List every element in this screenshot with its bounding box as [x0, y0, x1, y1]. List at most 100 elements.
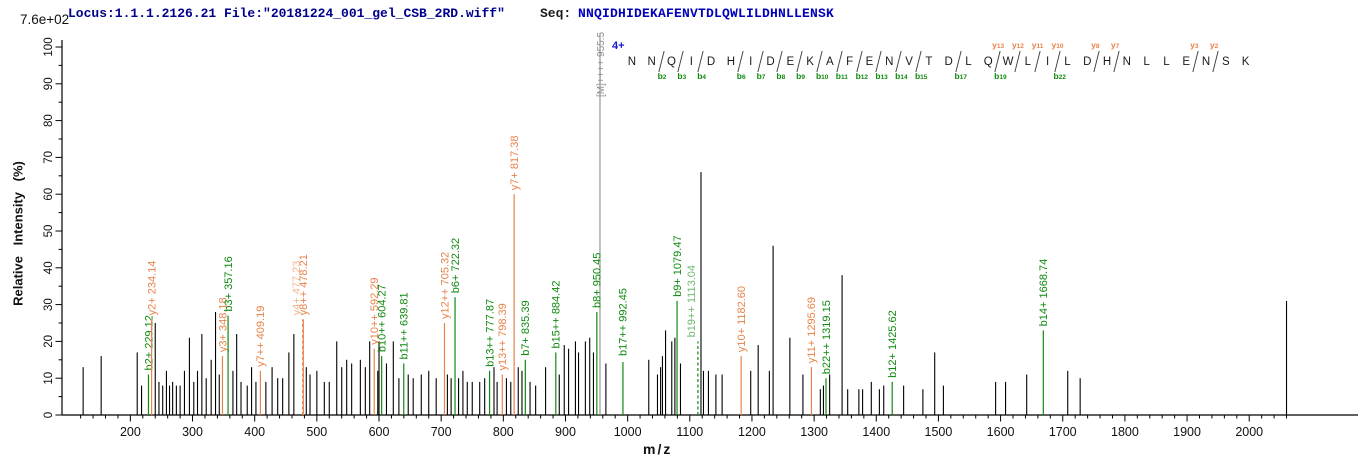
- residue-letter: D: [766, 56, 775, 68]
- x-tick-label: 500: [306, 425, 327, 439]
- x-axis-title: m/z: [643, 441, 673, 457]
- y-ion-label: y3: [1190, 40, 1199, 50]
- x-tick-label: 1800: [1111, 425, 1139, 439]
- x-tick-label: 400: [244, 425, 265, 439]
- b-ion-label: b9: [796, 71, 805, 81]
- y-tick-label: 60: [43, 188, 55, 201]
- y-ion-label: y10: [1051, 40, 1064, 50]
- fragment-peak-label: b6+ 722.32: [450, 238, 462, 293]
- residue-cell: y12 L: [1012, 40, 1038, 72]
- residue-letter: N: [627, 56, 637, 68]
- residue-letter: L: [965, 56, 972, 68]
- fragment-peak-label: b9+ 1079.47: [672, 235, 684, 296]
- fragment-peak-label: y7++ 409.19: [255, 306, 267, 367]
- residue-letter: D: [706, 56, 716, 68]
- residue-letter: K: [806, 56, 814, 68]
- x-tick-label: 300: [182, 425, 203, 439]
- x-tick-label: 1400: [862, 425, 890, 439]
- residue-letter: E: [1182, 56, 1191, 68]
- x-tick-label: 200: [120, 425, 141, 439]
- x-tick-label: 600: [369, 425, 390, 439]
- x-tick-label: 900: [555, 425, 576, 439]
- b-ion-label: b4: [697, 71, 707, 81]
- residue-letter: E: [786, 56, 795, 68]
- b-ion-label: b15: [914, 71, 928, 81]
- residue-letter: N: [1122, 56, 1131, 68]
- b-ion-label: b19: [994, 71, 1007, 81]
- residue-letter: N: [1201, 56, 1211, 68]
- fragment-peak-label: b13++ 777.87: [484, 299, 496, 367]
- locus-file-text: Locus:1.1.1.2126.21 File:"20181224_001_g…: [68, 6, 505, 21]
- residue-cell: K: [1236, 42, 1256, 71]
- y-ion-label: y7: [1110, 40, 1120, 50]
- residue-letter: V: [905, 56, 913, 68]
- fragment-peak-label: y10++ 592.29: [369, 277, 381, 344]
- b-ion-label: b14: [895, 71, 908, 81]
- y-tick-label: 40: [43, 261, 55, 274]
- residue-letter: H: [1102, 56, 1112, 68]
- y-tick-label: 50: [43, 225, 55, 238]
- residue-letter: S: [1221, 56, 1230, 68]
- x-tick-label: 2000: [1235, 425, 1263, 439]
- residue-letter: Q: [983, 56, 993, 68]
- x-tick-label: 1600: [987, 425, 1015, 439]
- residue-cell: y3 N: [1190, 40, 1216, 72]
- x-tick-label: 1700: [1049, 425, 1077, 439]
- x-tick-label: 800: [493, 425, 514, 439]
- residue-letter: K: [1241, 56, 1250, 68]
- y-ion-label: y12: [1011, 40, 1024, 50]
- fragment-peak-label: b10++ 604.27: [376, 284, 388, 352]
- residue-cell: D: [1077, 42, 1097, 71]
- b-ion-label: b17: [954, 71, 967, 81]
- residue-cell: y2 S: [1210, 40, 1236, 72]
- fragment-peak-label: y10+ 1182.60: [736, 286, 748, 352]
- residue-letter: E: [865, 56, 874, 68]
- residue-cell: y7 N: [1111, 40, 1137, 72]
- precursor-charge-label: 4+: [612, 40, 625, 52]
- b-ion-label: b3: [677, 71, 687, 81]
- x-tick-label: 1900: [1173, 425, 1201, 439]
- residue-letter: N: [647, 56, 656, 68]
- fragment-peak-label: b19++ 1113.04: [686, 265, 698, 337]
- b-ion-label: b11: [835, 71, 848, 81]
- residue-letter: A: [826, 56, 834, 68]
- fragment-peak-label: y2+ 234.14: [146, 261, 158, 316]
- residue-letter: I: [689, 56, 693, 68]
- residue-letter: D: [944, 56, 953, 68]
- y-tick-label: 30: [43, 298, 55, 311]
- residue-cell: N: [622, 42, 642, 71]
- fragment-peak-label: b17++ 992.45: [618, 288, 630, 356]
- fragment-peak-label: y12++ 705.32: [439, 252, 451, 319]
- fragment-peak-label: y13++ 798.39: [497, 303, 509, 370]
- fragment-peak-label: y4+ 477.23: [291, 261, 303, 316]
- residue-letter: L: [1064, 56, 1071, 68]
- fragment-peak-label: b3+ 357.16: [223, 256, 235, 311]
- y-ion-label: y2: [1209, 40, 1219, 50]
- max-intensity-label: 7.6e+02: [20, 12, 70, 27]
- fragment-peak-label: b14+ 1668.74: [1038, 259, 1050, 327]
- y-tick-label: 70: [43, 151, 55, 164]
- x-tick-label: 1300: [800, 425, 828, 439]
- x-tick-label: 1200: [738, 425, 766, 439]
- residue-cell: y8 H: [1091, 40, 1117, 72]
- y-ion-label: y8: [1091, 40, 1100, 50]
- b-ion-label: b6: [736, 71, 746, 81]
- fragment-peak-label: y3+ 348.18: [217, 297, 229, 352]
- residue-letter: D: [1083, 56, 1092, 68]
- b-ion-label: b2: [657, 71, 667, 81]
- y-tick-label: 80: [43, 114, 55, 127]
- residue-cell: y11 I: [1032, 40, 1058, 72]
- residue-letter: T: [925, 56, 933, 68]
